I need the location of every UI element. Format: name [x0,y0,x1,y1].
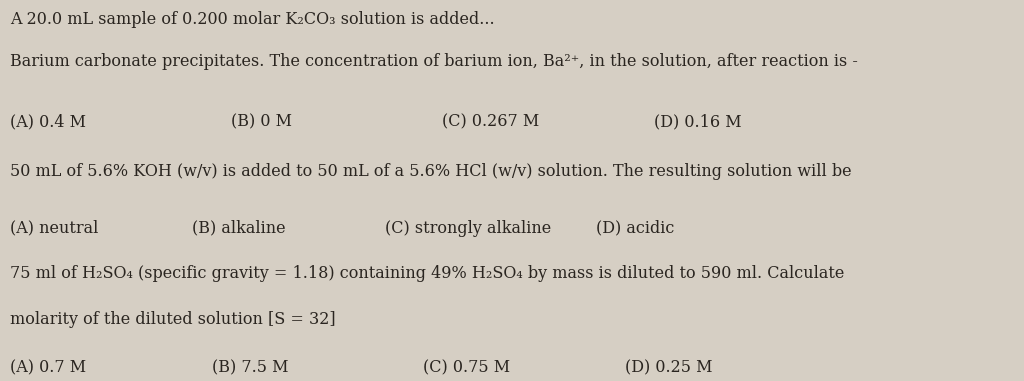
Text: (D) acidic: (D) acidic [596,219,675,237]
Text: molarity of the diluted solution [S = 32]: molarity of the diluted solution [S = 32… [9,311,335,328]
Text: (A) neutral: (A) neutral [9,219,98,237]
Text: (B) alkaline: (B) alkaline [193,219,286,237]
Text: (D) 0.16 M: (D) 0.16 M [654,114,741,131]
Text: 50 mL of 5.6% KOH (w/v) is added to 50 mL of a 5.6% HCl (w/v) solution. The resu: 50 mL of 5.6% KOH (w/v) is added to 50 m… [9,163,851,180]
Text: (A) 0.7 M: (A) 0.7 M [9,360,86,377]
Text: (C) 0.75 M: (C) 0.75 M [423,360,510,377]
Text: Barium carbonate precipitates. The concentration of barium ion, Ba²⁺, in the sol: Barium carbonate precipitates. The conce… [9,53,857,70]
Text: (C) strongly alkaline: (C) strongly alkaline [385,219,551,237]
Text: (B) 0 M: (B) 0 M [230,114,292,131]
Text: 75 ml of H₂SO₄ (specific gravity = 1.18) containing 49% H₂SO₄ by mass is diluted: 75 ml of H₂SO₄ (specific gravity = 1.18)… [9,265,844,282]
Text: (C) 0.267 M: (C) 0.267 M [442,114,540,131]
Text: A 20.0 mL sample of 0.200 molar K₂CO₃ solution is added...: A 20.0 mL sample of 0.200 molar K₂CO₃ so… [9,11,495,28]
Text: (D) 0.25 M: (D) 0.25 M [626,360,713,377]
Text: (B) 7.5 M: (B) 7.5 M [212,360,288,377]
Text: (A) 0.4 M: (A) 0.4 M [9,114,86,131]
